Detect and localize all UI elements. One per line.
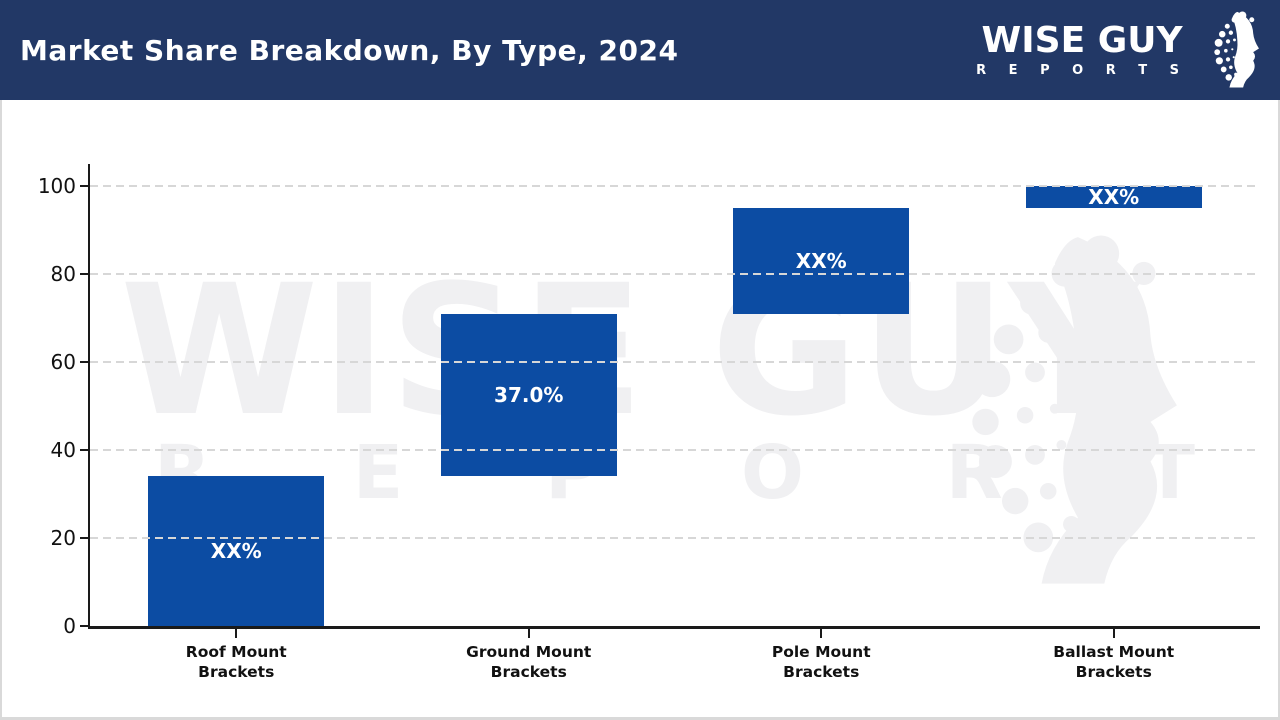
x-category-label-line: Brackets bbox=[490, 663, 567, 681]
x-tick-mark bbox=[527, 629, 530, 638]
x-category-label-line: Brackets bbox=[198, 663, 275, 681]
bar-segment bbox=[733, 208, 910, 314]
x-category-label: Roof Mount Brackets bbox=[106, 642, 366, 682]
chart-title: Market Share Breakdown, By Type, 2024 bbox=[20, 33, 679, 67]
y-tick-label: 60 bbox=[50, 350, 76, 374]
gridline bbox=[90, 185, 1260, 187]
y-tick-mark bbox=[80, 185, 89, 187]
bar-value-label: XX% bbox=[1088, 185, 1140, 209]
y-tick-label: 40 bbox=[50, 438, 76, 462]
y-tick-mark bbox=[80, 361, 89, 363]
x-category-label-line: Roof Mount bbox=[185, 643, 287, 661]
x-axis-line bbox=[88, 626, 1260, 629]
x-category-label: Pole Mount Brackets bbox=[691, 642, 951, 682]
bar-value-label: 37.0% bbox=[494, 382, 564, 407]
x-category-label-line: Brackets bbox=[1075, 663, 1152, 681]
logo-wordmark: WISE GUY bbox=[981, 20, 1183, 62]
gridline bbox=[90, 537, 1260, 539]
logo-subtitle: R E P O R T S bbox=[976, 63, 1188, 78]
bar-segment bbox=[1025, 186, 1202, 208]
y-tick-mark bbox=[80, 537, 89, 539]
watermark-wordmark: WISE GUY bbox=[120, 247, 1142, 456]
x-tick-mark bbox=[1112, 629, 1115, 638]
gridline bbox=[90, 361, 1260, 363]
bar-segment bbox=[148, 476, 325, 626]
x-tick-mark bbox=[820, 629, 823, 638]
x-category-label: Ballast Mount Brackets bbox=[984, 642, 1244, 682]
gridline bbox=[90, 449, 1260, 451]
y-tick-label: 0 bbox=[63, 614, 76, 638]
x-category-label-line: Brackets bbox=[783, 663, 860, 681]
y-tick-label: 20 bbox=[50, 526, 76, 550]
y-tick-mark bbox=[80, 273, 89, 275]
wise-guy-logo: WISE GUY R E P O R T S bbox=[976, 8, 1264, 92]
logo-text: WISE GUY R E P O R T S bbox=[976, 21, 1188, 78]
chart-canvas: WISE GUY R E P O R T S XX%Roof MountBrac… bbox=[0, 100, 1280, 720]
gridline bbox=[90, 273, 1260, 275]
bar-value-label: XX% bbox=[795, 248, 847, 273]
y-axis-line bbox=[88, 164, 90, 629]
watermark-dotted-head-icon bbox=[870, 212, 1200, 612]
x-category-label-line: Ballast Mount bbox=[1053, 643, 1175, 661]
x-category-label-line: Pole Mount bbox=[771, 643, 871, 661]
y-tick-mark bbox=[80, 449, 89, 451]
bar-value-label: XX% bbox=[210, 539, 262, 564]
x-category-label: Ground Mount Brackets bbox=[399, 642, 659, 682]
x-tick-mark bbox=[235, 629, 238, 638]
y-tick-mark bbox=[80, 625, 89, 627]
x-category-label-line: Ground Mount bbox=[466, 643, 592, 661]
y-tick-label: 100 bbox=[37, 174, 76, 198]
y-tick-label: 80 bbox=[50, 262, 76, 286]
header-band: Market Share Breakdown, By Type, 2024 WI… bbox=[0, 0, 1280, 100]
